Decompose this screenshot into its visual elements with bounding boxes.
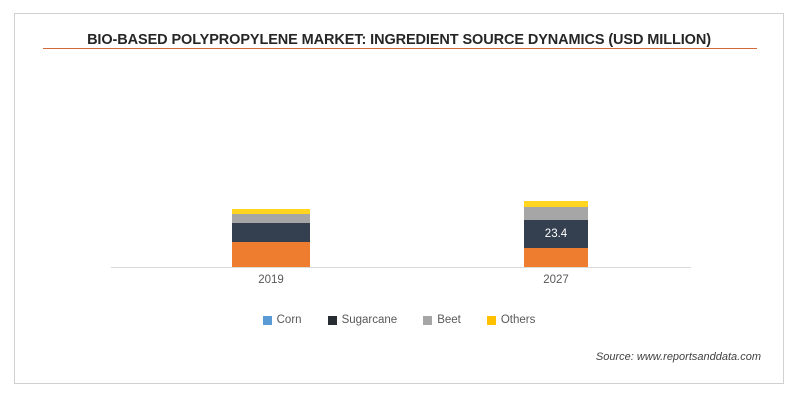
bar-segment-beet[interactable] (232, 214, 310, 223)
x-axis-tick-label-2027: 2027 (543, 274, 569, 286)
bar-segment-corn[interactable] (524, 248, 588, 268)
chart-frame: BIO-BASED POLYPROPYLENE MARKET: INGREDIE… (14, 13, 784, 384)
bar-segment-others[interactable] (232, 209, 310, 214)
bar-stack-2019[interactable] (232, 209, 310, 268)
plot-area: 23.4 (111, 74, 691, 268)
bar-segment-corn[interactable] (232, 242, 310, 268)
legend-item-others[interactable]: Others (486, 314, 536, 326)
legend-swatch-icon (486, 315, 496, 325)
legend-label: Corn (276, 314, 302, 326)
source-note: Source: www.reportsanddata.com (595, 351, 761, 363)
x-axis-tick-label-2019: 2019 (258, 274, 284, 286)
bar-segment-beet[interactable] (524, 207, 588, 220)
x-axis-line (111, 267, 691, 268)
bar-value-label: 23.4 (544, 228, 568, 240)
legend-label: Sugarcane (341, 314, 398, 326)
title-underline-rule (43, 48, 757, 49)
legend-label: Beet (437, 314, 461, 326)
chart-title: BIO-BASED POLYPROPYLENE MARKET: INGREDIE… (87, 32, 711, 48)
bar-segment-sugarcane[interactable]: 23.4 (524, 220, 588, 248)
legend-item-beet[interactable]: Beet (423, 314, 461, 326)
legend-item-sugarcane[interactable]: Sugarcane (327, 314, 398, 326)
bar-segment-others[interactable] (524, 201, 588, 207)
bar-stack-2027[interactable]: 23.4 (524, 201, 588, 268)
chart-legend: Corn Sugarcane Beet Others (15, 314, 783, 326)
legend-swatch-icon (423, 315, 433, 325)
bar-segment-sugarcane[interactable] (232, 223, 310, 242)
legend-item-corn[interactable]: Corn (262, 314, 302, 326)
legend-swatch-icon (327, 315, 337, 325)
legend-swatch-icon (262, 315, 272, 325)
legend-label: Others (500, 314, 536, 326)
